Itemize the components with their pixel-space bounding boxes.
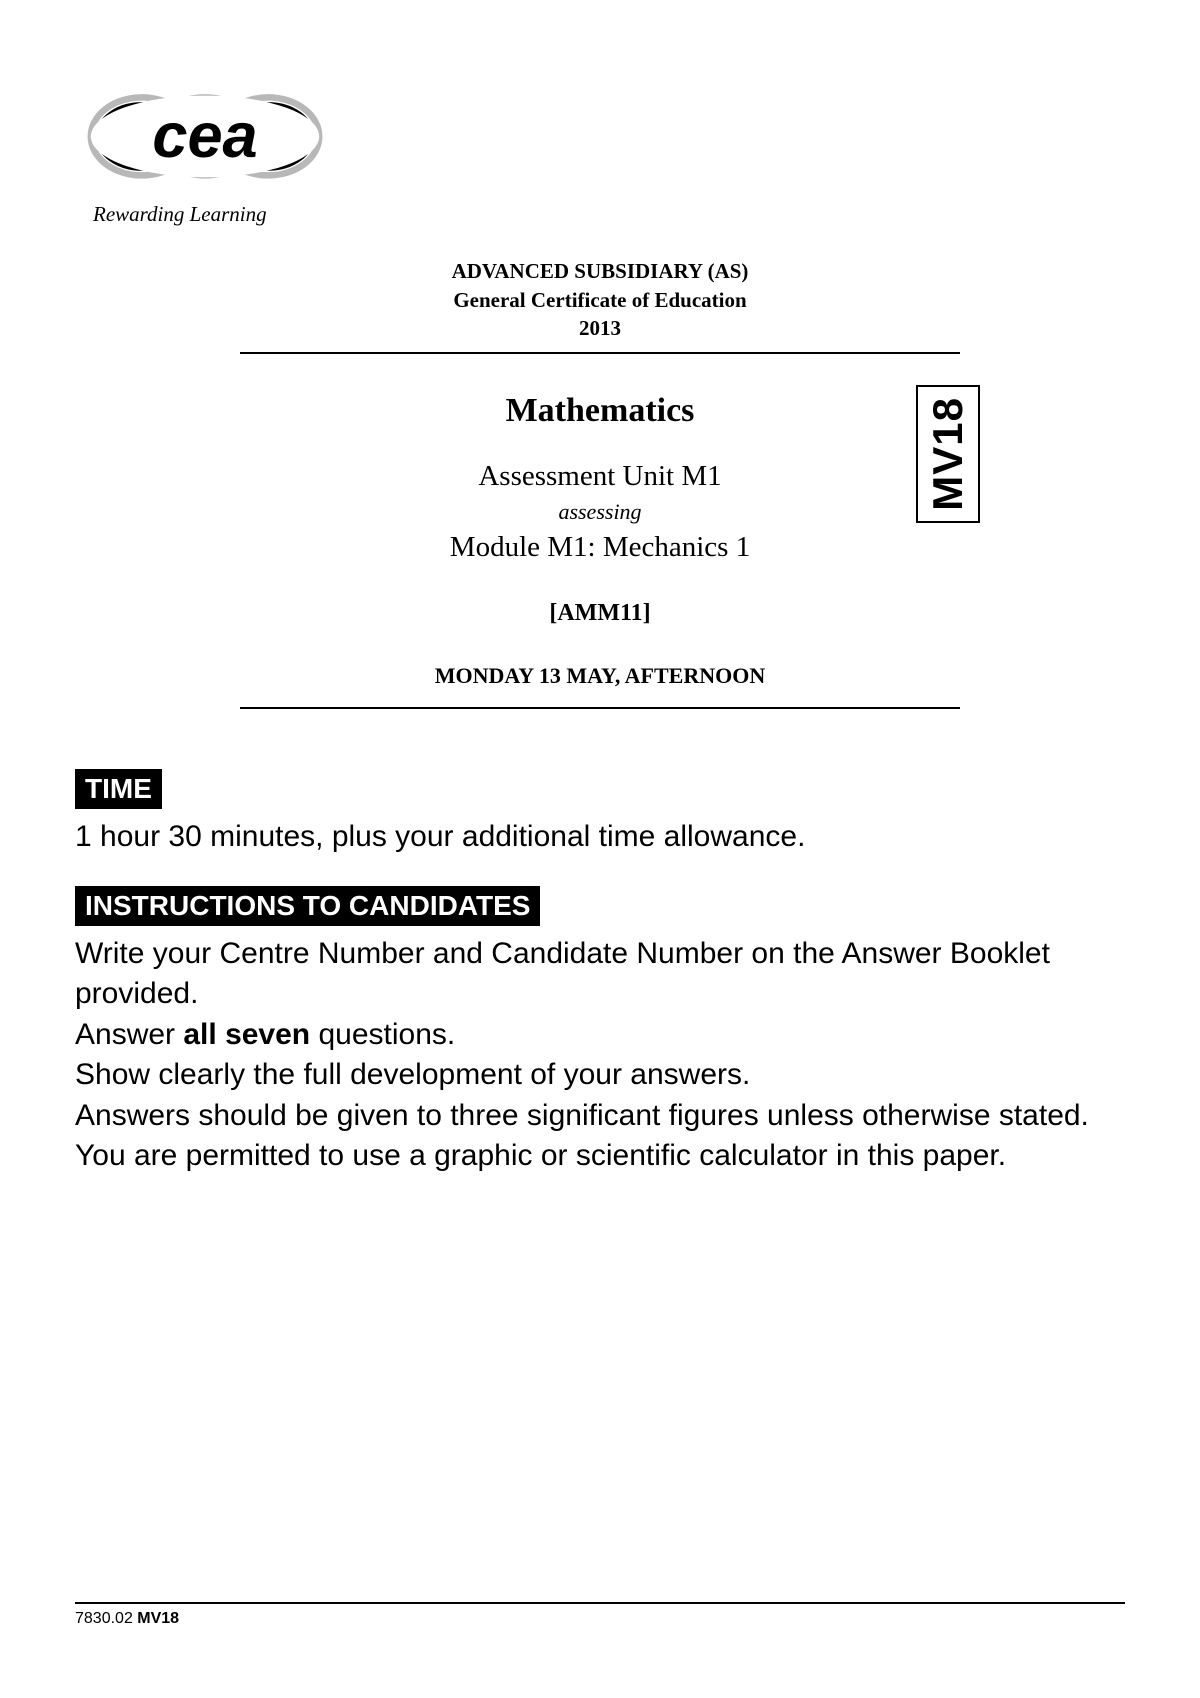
instruction-line-2-post: questions. (310, 1018, 455, 1051)
instruction-line-3: Show clearly the full development of you… (75, 1058, 750, 1091)
certificate-name: General Certificate of Education (240, 286, 960, 314)
assessment-unit: Assessment Unit M1 (240, 460, 960, 493)
paper-code: [AMM11] (240, 600, 960, 627)
qualification-level: ADVANCED SUBSIDIARY (AS) (240, 257, 960, 285)
footer-ref: 7830.02 (75, 1610, 137, 1627)
exam-cover-page: cea Rewarding Learning ADVANCED SUBSIDIA… (0, 0, 1200, 1698)
subject-title: Mathematics (240, 392, 960, 430)
time-section-label: TIME (75, 769, 162, 809)
instruction-line-2-bold: all seven (183, 1018, 310, 1051)
logo-tagline: Rewarding Learning (93, 202, 1125, 227)
cea-logo: cea (75, 90, 335, 201)
exam-year: 2013 (240, 314, 960, 342)
time-text: 1 hour 30 minutes, plus your additional … (75, 817, 1125, 858)
instruction-line-5: You are permitted to use a graphic or sc… (75, 1139, 1006, 1172)
instruction-line-1: Write your Centre Number and Candidate N… (75, 937, 1050, 1011)
exam-date: MONDAY 13 MAY, AFTERNOON (240, 663, 960, 709)
footer-code: MV18 (137, 1610, 179, 1627)
logo-block: cea Rewarding Learning (75, 90, 1125, 227)
footer: 7830.02 MV18 (75, 1602, 1125, 1628)
side-code-box: MV18 (916, 385, 980, 523)
svg-text:cea: cea (152, 101, 257, 171)
assessing-label: assessing (240, 499, 960, 525)
header-top: ADVANCED SUBSIDIARY (AS) General Certifi… (240, 257, 960, 354)
side-paper-code: MV18 (924, 397, 972, 511)
instruction-line-4: Answers should be given to three signifi… (75, 1099, 1089, 1132)
instruction-line-2-pre: Answer (75, 1018, 183, 1051)
module-name: Module M1: Mechanics 1 (240, 531, 960, 564)
instructions-section-label: INSTRUCTIONS TO CANDIDATES (75, 886, 540, 926)
instructions-text: Write your Centre Number and Candidate N… (75, 934, 1125, 1177)
header-block: ADVANCED SUBSIDIARY (AS) General Certifi… (240, 257, 960, 709)
